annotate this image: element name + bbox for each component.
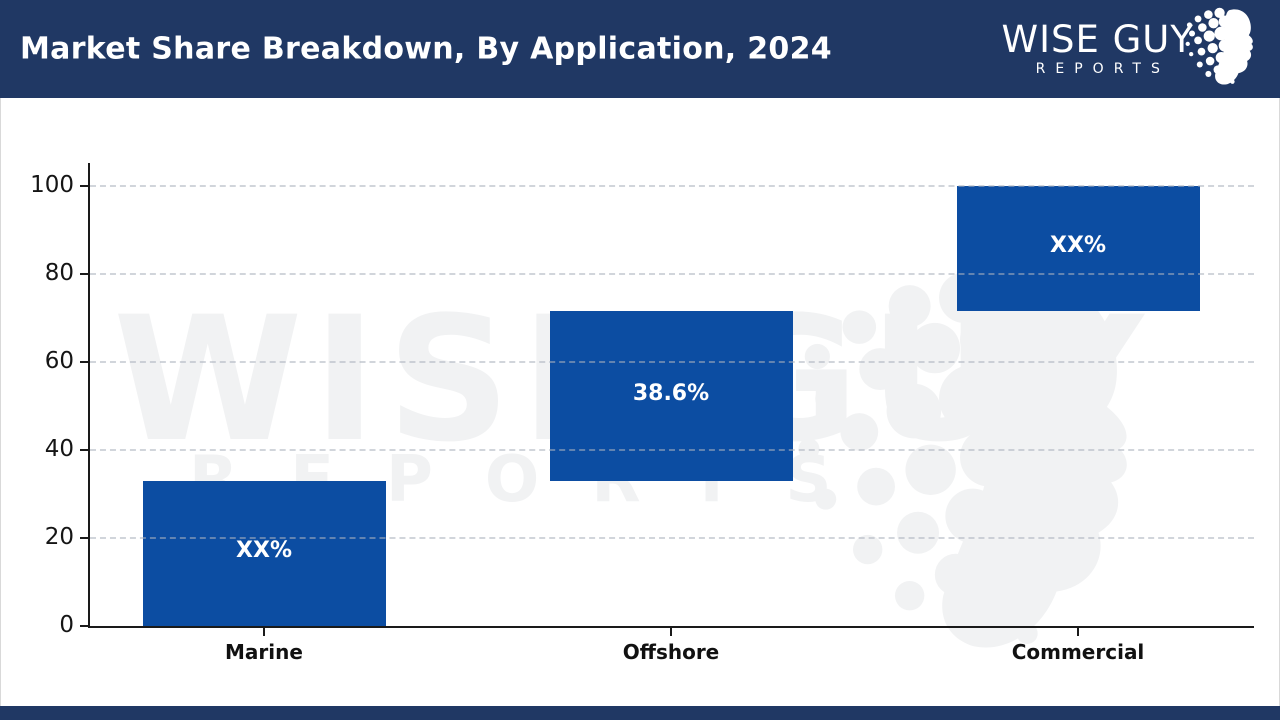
y-axis-tick-label: 80 xyxy=(44,260,74,286)
x-axis-spine xyxy=(88,626,1254,628)
y-axis-tick-label: 60 xyxy=(44,348,74,374)
x-category-label-offshore: Offshore xyxy=(622,640,720,664)
bar-value-label-commercial: XX% xyxy=(1050,233,1106,259)
y-axis-tick xyxy=(80,625,88,627)
gridline-100 xyxy=(90,185,1254,187)
bar-commercial xyxy=(956,186,1200,311)
footer-bar xyxy=(0,706,1280,720)
brand-subtitle: REPORTS xyxy=(1035,60,1170,77)
y-axis-tick-label: 0 xyxy=(59,612,74,638)
y-axis-tick xyxy=(80,449,88,451)
gridline-20 xyxy=(90,537,1254,539)
brand-name: WISE GUY xyxy=(1001,18,1194,62)
bar-value-label-marine: XX% xyxy=(236,538,292,564)
page-title: Market Share Breakdown, By Application, … xyxy=(20,31,832,67)
brand-logo-text: WISE GUY REPORTS xyxy=(1001,18,1194,77)
dotted-head-profile-icon xyxy=(1185,7,1253,85)
y-axis-tick xyxy=(80,185,88,187)
gridline-60 xyxy=(90,361,1254,363)
x-axis-tick xyxy=(1077,628,1079,636)
watermark-dotted-head-icon xyxy=(798,272,1127,648)
y-axis-tick xyxy=(80,537,88,539)
y-axis-tick-label: 20 xyxy=(44,524,74,550)
chart-area: WISE GUY REPORTS 0 20 40 60 80 100 XX% 38.6% XX%… xyxy=(0,98,1280,706)
y-axis-spine xyxy=(88,163,90,628)
y-axis-tick xyxy=(80,273,88,275)
header-bar: Market Share Breakdown, By Application, … xyxy=(0,0,1280,98)
x-axis-tick xyxy=(670,628,672,636)
y-axis-tick xyxy=(80,361,88,363)
x-category-label-commercial: Commercial xyxy=(1011,640,1145,664)
brand-logo: WISE GUY REPORTS xyxy=(1002,4,1266,94)
bar-value-label-offshore: 38.6% xyxy=(632,380,710,406)
x-axis-tick xyxy=(263,628,265,636)
gridline-40 xyxy=(90,449,1254,451)
bar-offshore xyxy=(549,310,793,481)
x-category-label-marine: Marine xyxy=(225,640,303,664)
bar-marine xyxy=(142,480,386,626)
y-axis-tick-label: 100 xyxy=(30,172,74,198)
y-axis-tick-label: 40 xyxy=(44,436,74,462)
gridline-80 xyxy=(90,273,1254,275)
